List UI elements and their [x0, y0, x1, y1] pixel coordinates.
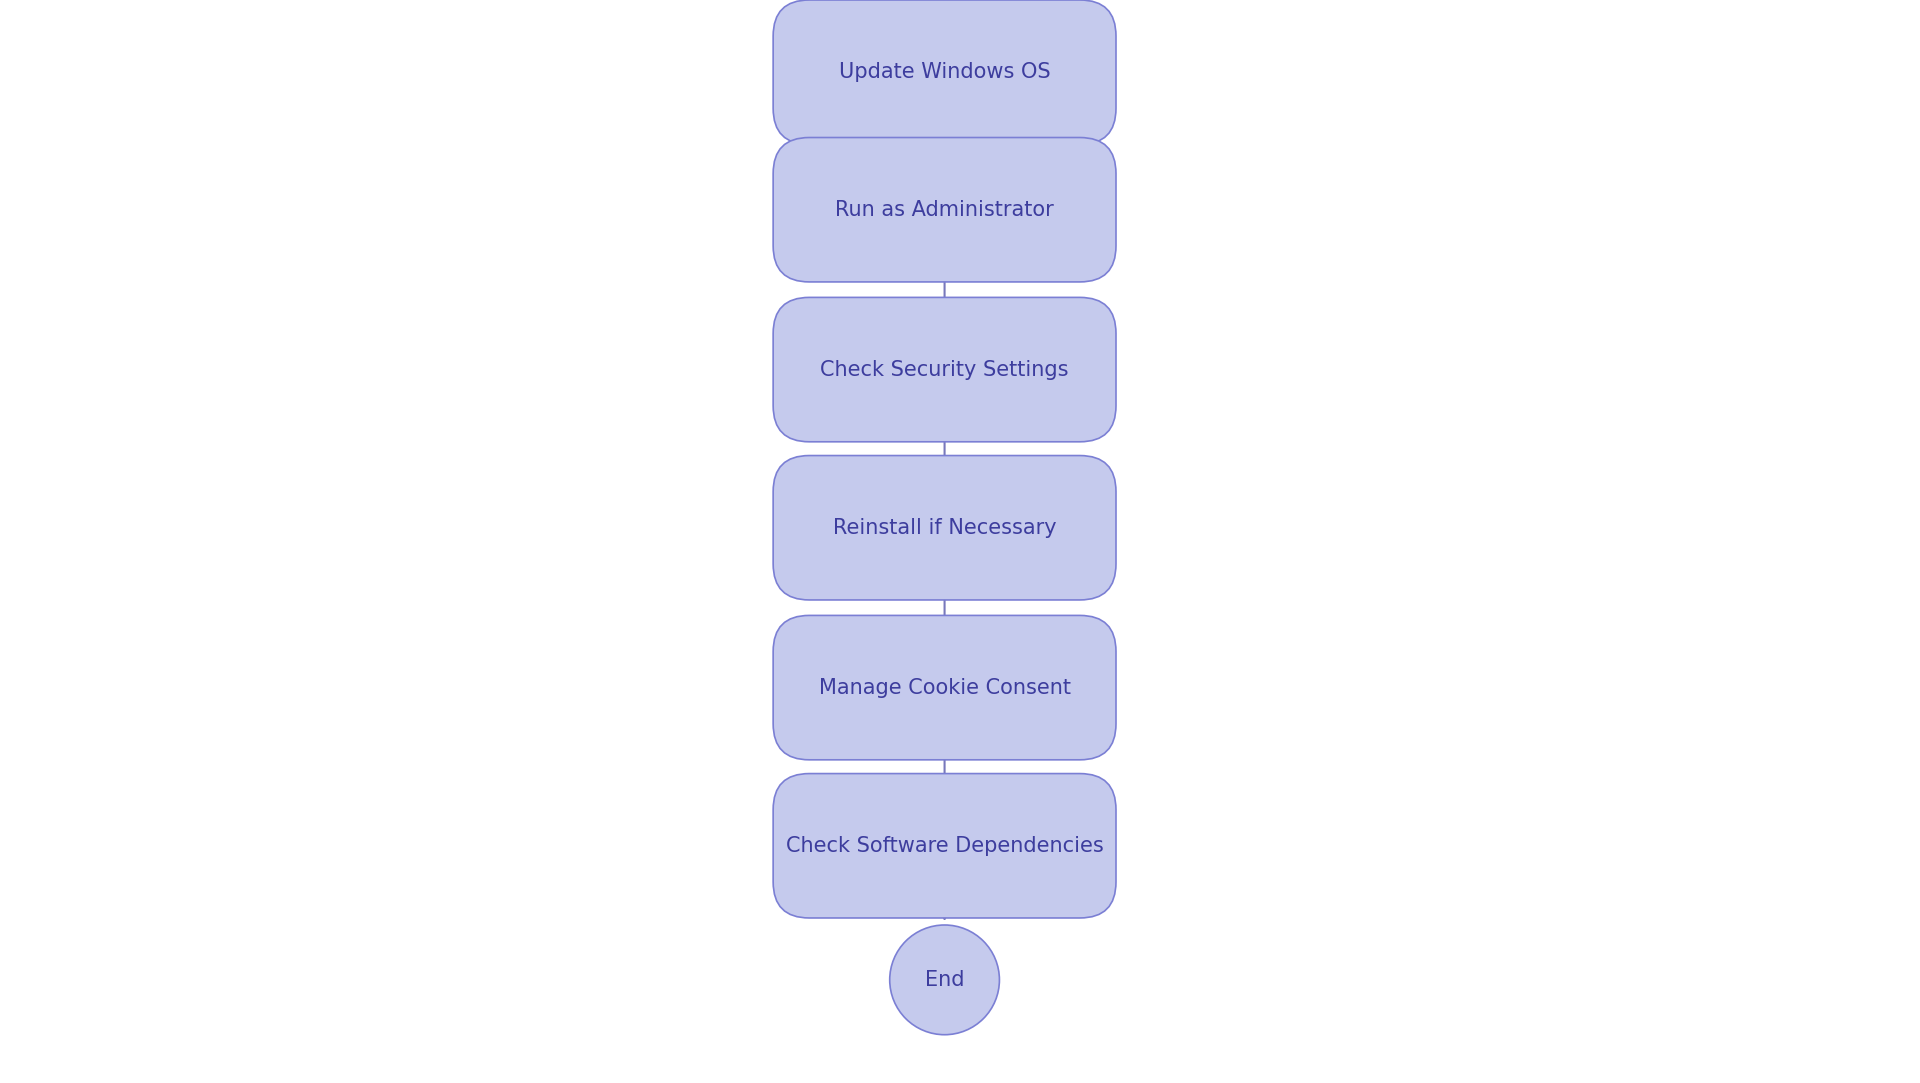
FancyBboxPatch shape [774, 0, 1116, 144]
Text: Manage Cookie Consent: Manage Cookie Consent [818, 678, 1071, 697]
Text: Reinstall if Necessary: Reinstall if Necessary [833, 518, 1056, 538]
FancyBboxPatch shape [774, 773, 1116, 918]
Text: Run as Administrator: Run as Administrator [835, 199, 1054, 220]
Text: Check Security Settings: Check Security Settings [820, 360, 1069, 380]
Text: Check Software Dependencies: Check Software Dependencies [785, 836, 1104, 856]
FancyBboxPatch shape [774, 138, 1116, 282]
Circle shape [889, 925, 1000, 1034]
FancyBboxPatch shape [774, 615, 1116, 760]
FancyBboxPatch shape [774, 456, 1116, 600]
Text: End: End [925, 970, 964, 990]
FancyBboxPatch shape [774, 298, 1116, 442]
Text: Update Windows OS: Update Windows OS [839, 62, 1050, 82]
